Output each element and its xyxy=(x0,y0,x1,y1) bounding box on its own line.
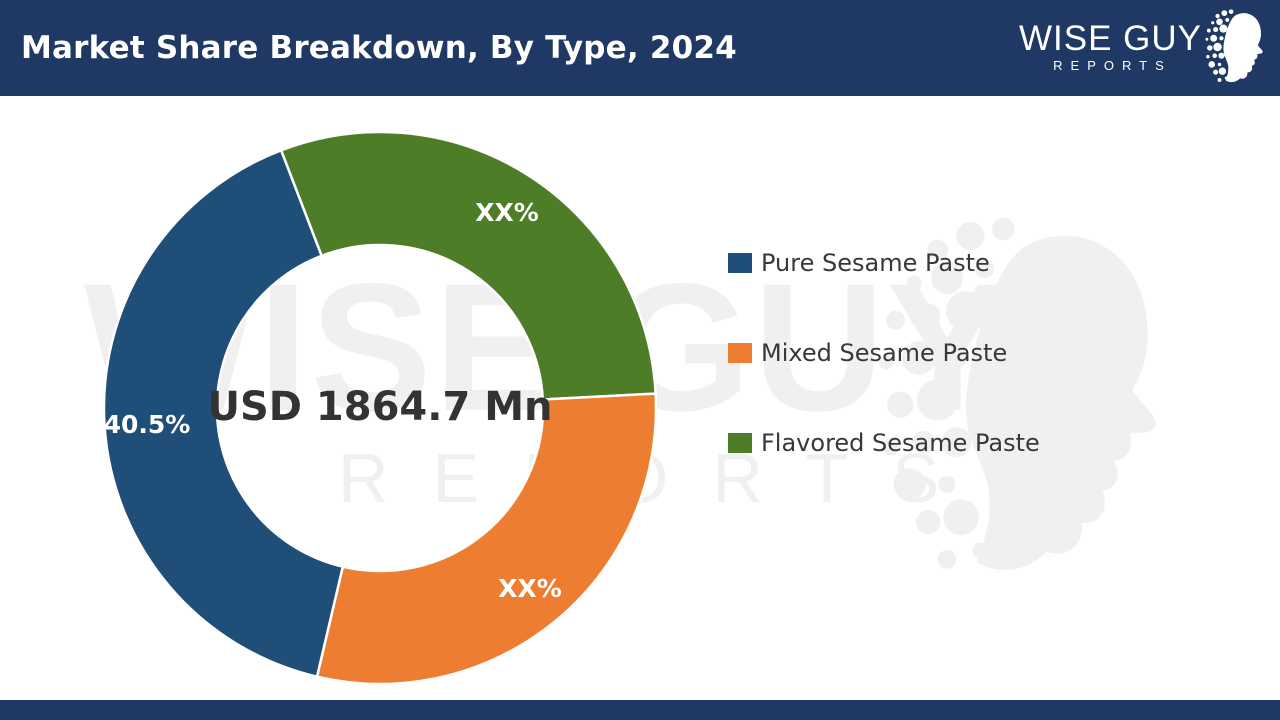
legend-label: Pure Sesame Paste xyxy=(761,249,990,277)
legend-swatch-mixed-icon xyxy=(728,343,752,363)
legend-label: Mixed Sesame Paste xyxy=(761,339,1008,367)
slice-percentage-label: XX% xyxy=(498,574,562,603)
slice-percentage-label: 40.5% xyxy=(104,410,191,439)
donut-slice-flavored-sesame-paste xyxy=(279,130,657,401)
footer-bar xyxy=(0,700,1280,720)
legend-label: Flavored Sesame Paste xyxy=(761,429,1040,457)
chart-center-value: USD 1864.7 Mn xyxy=(207,384,553,430)
chart-legend: Pure Sesame Paste Mixed Sesame Paste Fla… xyxy=(728,246,1040,516)
donut-slice-pure-sesame-paste xyxy=(102,149,345,678)
page-title: Market Share Breakdown, By Type, 2024 xyxy=(21,30,737,66)
logo-wiseguy-text: WISE GUY xyxy=(1018,19,1202,58)
slice-percentage-label: XX% xyxy=(475,198,539,227)
legend-item-pure: Pure Sesame Paste xyxy=(728,246,1040,280)
donut-slice-mixed-sesame-paste xyxy=(315,392,658,686)
legend-swatch-pure-icon xyxy=(728,253,752,273)
legend-item-mixed: Mixed Sesame Paste xyxy=(728,336,1040,370)
legend-swatch-flavored-icon xyxy=(728,433,752,453)
header-bar: Market Share Breakdown, By Type, 2024 WI… xyxy=(0,0,1280,96)
legend-item-flavored: Flavored Sesame Paste xyxy=(728,426,1040,460)
logo-reports-text: REPORTS xyxy=(1053,58,1172,73)
wise-guy-reports-logo: WISE GUY REPORTS xyxy=(1019,8,1266,86)
